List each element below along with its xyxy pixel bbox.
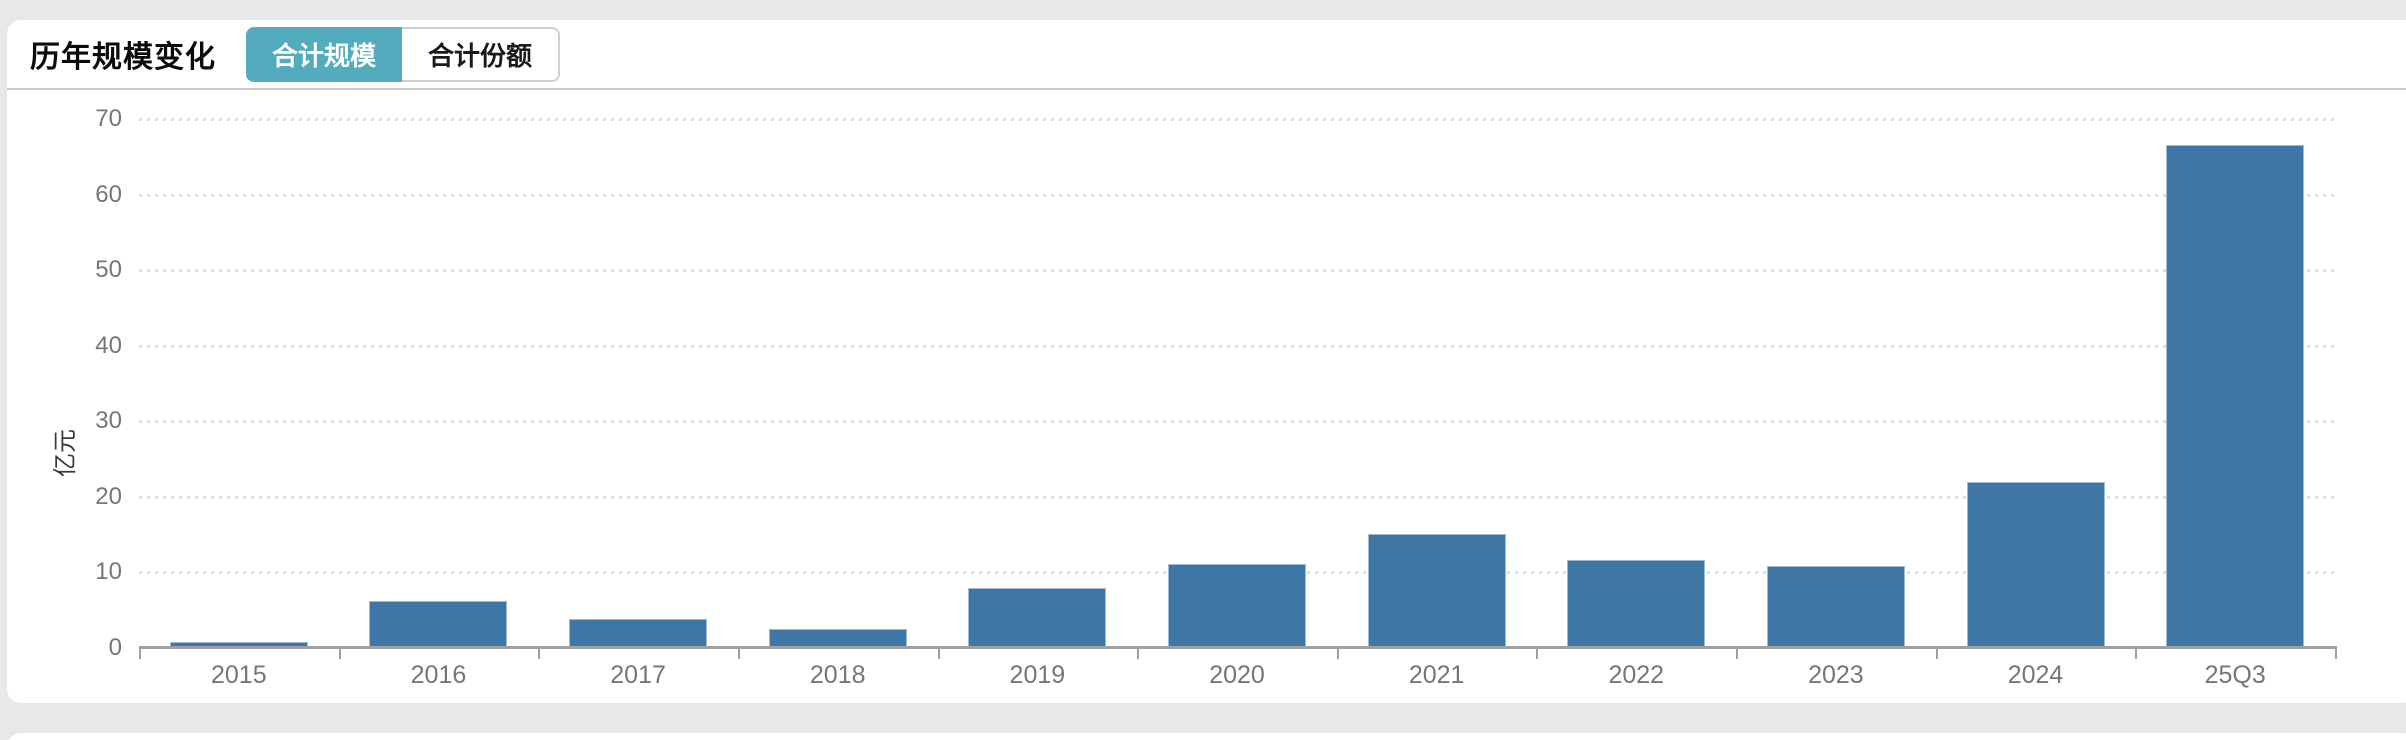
y-tick-label-30: 30 bbox=[95, 407, 122, 435]
y-tick-label-20: 20 bbox=[95, 482, 122, 510]
x-axis-tick-6 bbox=[1336, 648, 1339, 659]
gridline-60 bbox=[139, 193, 2335, 197]
x-tick-label-2016: 2016 bbox=[410, 661, 467, 689]
x-axis-tick-4 bbox=[937, 648, 940, 659]
gridline-20 bbox=[139, 495, 2335, 499]
x-axis-line bbox=[139, 646, 2337, 649]
bar-2024 bbox=[1966, 482, 2105, 648]
x-axis-tick-9 bbox=[1935, 648, 1938, 659]
x-tick-label-2023: 2023 bbox=[1808, 661, 1864, 689]
x-axis-tick-0 bbox=[139, 648, 141, 659]
bar-2022 bbox=[1567, 559, 1706, 648]
tab-total-share[interactable]: 合计份额 bbox=[402, 26, 561, 82]
bar-2021 bbox=[1367, 533, 1506, 648]
x-tick-label-2020: 2020 bbox=[1209, 661, 1265, 689]
x-tick-label-25Q3: 25Q3 bbox=[2204, 661, 2266, 689]
x-axis-tick-8 bbox=[1736, 648, 1739, 659]
x-axis-tick-10 bbox=[2135, 648, 2138, 659]
y-tick-label-70: 70 bbox=[95, 105, 122, 132]
x-tick-label-2017: 2017 bbox=[610, 661, 666, 689]
bar-2016 bbox=[369, 601, 508, 648]
y-tick-label-10: 10 bbox=[95, 558, 122, 586]
x-tick-label-2019: 2019 bbox=[1009, 661, 1066, 689]
gridline-40 bbox=[139, 344, 2335, 348]
bottom-card bbox=[7, 733, 2406, 740]
gridline-70 bbox=[139, 118, 2335, 121]
tab-total-scale[interactable]: 合计规模 bbox=[246, 26, 403, 82]
x-axis-tick-5 bbox=[1137, 648, 1140, 659]
gridline-30 bbox=[139, 420, 2335, 424]
bar-2023 bbox=[1766, 566, 1905, 648]
bar-2020 bbox=[1168, 564, 1306, 648]
x-tick-label-2024: 2024 bbox=[2007, 661, 2064, 689]
x-tick-label-2015: 2015 bbox=[211, 661, 267, 689]
bar-2017 bbox=[569, 619, 708, 648]
y-tick-label-0: 0 bbox=[108, 634, 122, 661]
page-title: 历年规模变化 bbox=[30, 41, 216, 74]
y-tick-label-60: 60 bbox=[95, 180, 122, 208]
y-tick-label-50: 50 bbox=[95, 256, 122, 284]
main-card: 历年规模变化 合计规模 合计份额 亿元 0 10 20 30 40 50 60 70 2015 2… bbox=[7, 20, 2406, 703]
x-tick-label-2018: 2018 bbox=[809, 661, 866, 689]
tab-group: 合计规模 合计份额 bbox=[246, 26, 561, 82]
x-axis-tick-3 bbox=[737, 648, 740, 659]
y-tick-label-40: 40 bbox=[95, 331, 122, 359]
x-axis-tick-11 bbox=[2335, 648, 2337, 659]
x-tick-label-2022: 2022 bbox=[1608, 661, 1665, 689]
bar-25Q3 bbox=[2166, 145, 2305, 648]
bar-2019 bbox=[968, 588, 1107, 648]
plot-area: 0 10 20 30 40 50 60 70 2015 2016 2017 2018 2019 2020 2… bbox=[7, 90, 2406, 703]
gridline-50 bbox=[139, 269, 2335, 273]
x-tick-label-2021: 2021 bbox=[1408, 661, 1465, 689]
bar-chart: 亿元 0 10 20 30 40 50 60 70 2015 2016 2017 2018 2019 20… bbox=[7, 90, 2406, 703]
card-header: 历年规模变化 合计规模 合计份额 bbox=[7, 20, 2406, 90]
x-axis-tick-7 bbox=[1536, 648, 1539, 659]
x-axis-tick-1 bbox=[338, 648, 341, 659]
x-axis-tick-2 bbox=[538, 648, 541, 659]
